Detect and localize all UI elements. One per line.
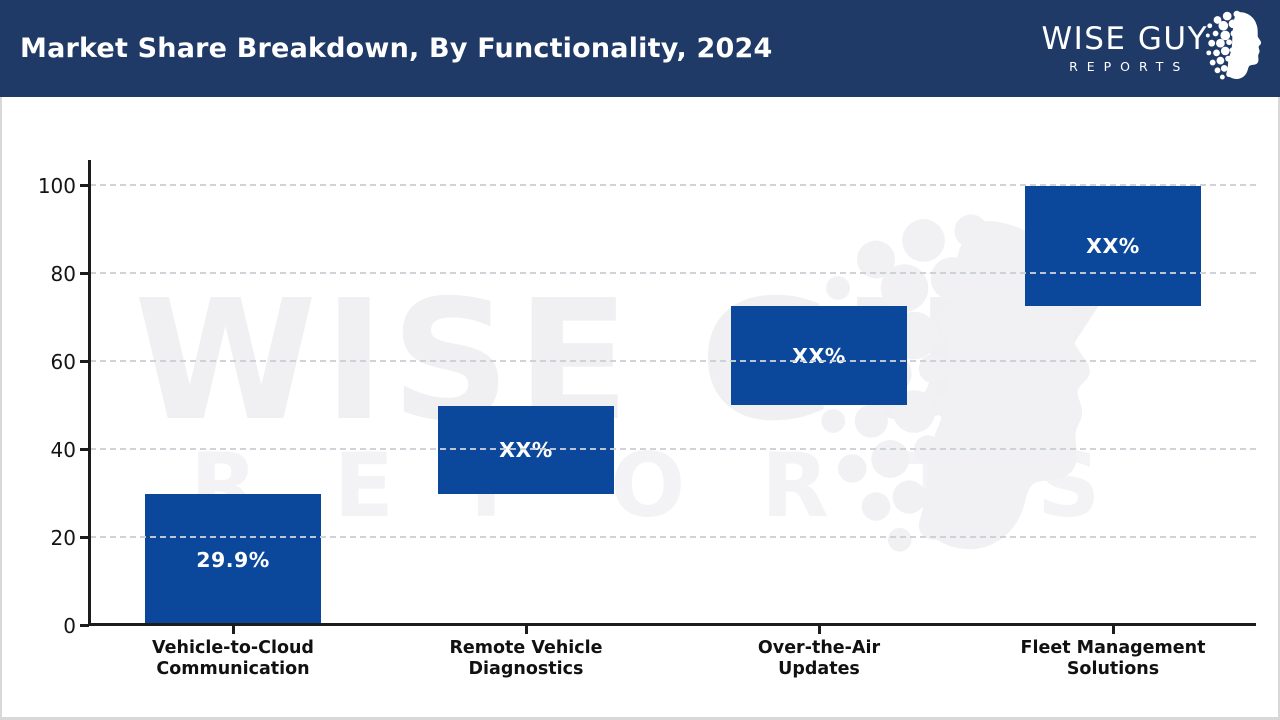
bar-segment: XX% bbox=[1025, 185, 1201, 306]
y-axis-tick-label: 0 bbox=[63, 613, 76, 638]
gridline-100 bbox=[90, 184, 1256, 187]
gridline-40 bbox=[90, 448, 1256, 451]
y-axis-tick bbox=[80, 272, 89, 275]
category-label-line: Remote Vehicle bbox=[449, 638, 603, 658]
chart-area: WISE GUY REPORTS 0 20 40 60 80 100 29.9% XX% XX%… bbox=[0, 97, 1280, 720]
logo-text: WISE GUY REPORTS bbox=[1041, 20, 1208, 74]
bar-value-label: 29.9% bbox=[196, 547, 270, 572]
plot-area: 0 20 40 60 80 100 29.9% XX% XX% XX% Vehicle-to-Clo… bbox=[2, 97, 1278, 717]
wise-guy-logo: WISE GUY REPORTS bbox=[1041, 8, 1264, 90]
category-label-line: Fleet Management bbox=[1020, 638, 1206, 658]
category-label: Vehicle-to-Cloud Communication bbox=[87, 638, 379, 680]
category-label: Over-the-Air Updates bbox=[673, 638, 965, 680]
y-axis-tick-label: 60 bbox=[50, 349, 76, 374]
category-label-line: Diagnostics bbox=[468, 659, 584, 679]
x-axis-tick bbox=[231, 626, 235, 634]
logo-head-icon bbox=[1205, 10, 1262, 80]
y-axis-tick bbox=[80, 536, 89, 539]
y-axis-tick-label: 80 bbox=[50, 261, 76, 286]
y-axis-tick bbox=[80, 360, 89, 363]
y-axis-tick-label: 100 bbox=[37, 173, 76, 198]
category-label: Fleet Management Solutions bbox=[967, 638, 1259, 680]
page-title: Market Share Breakdown, By Functionality… bbox=[20, 33, 773, 64]
y-axis-tick-label: 40 bbox=[50, 437, 76, 462]
y-axis-tick-label: 20 bbox=[50, 525, 76, 550]
category-label-line: Vehicle-to-Cloud bbox=[152, 638, 314, 658]
gridline-60 bbox=[90, 360, 1256, 363]
logo-wordmark: WISE GUY bbox=[1041, 20, 1208, 57]
y-axis-tick bbox=[80, 184, 89, 187]
x-axis-tick bbox=[524, 626, 528, 634]
y-axis-tick bbox=[80, 448, 89, 451]
category-label-line: Over-the-Air bbox=[757, 638, 881, 658]
x-axis-tick bbox=[1111, 626, 1115, 634]
bar-value-label: XX% bbox=[792, 343, 846, 368]
y-axis-line bbox=[88, 160, 91, 626]
category-label: Remote Vehicle Diagnostics bbox=[380, 638, 672, 680]
gridline-80 bbox=[90, 272, 1256, 275]
logo-subtitle: REPORTS bbox=[1069, 58, 1190, 74]
bar-segment: XX% bbox=[731, 305, 907, 406]
x-axis-line bbox=[88, 623, 1256, 626]
bar-value-label: XX% bbox=[1086, 233, 1140, 258]
header-bar: Market Share Breakdown, By Functionality… bbox=[0, 0, 1280, 97]
category-label-line: Communication bbox=[156, 659, 310, 679]
gridline-20 bbox=[90, 536, 1256, 539]
bar-segment: 29.9% bbox=[145, 493, 321, 626]
category-label-line: Updates bbox=[778, 659, 860, 679]
category-label-line: Solutions bbox=[1066, 659, 1160, 679]
y-axis-tick bbox=[80, 624, 89, 627]
x-axis-tick bbox=[817, 626, 821, 634]
